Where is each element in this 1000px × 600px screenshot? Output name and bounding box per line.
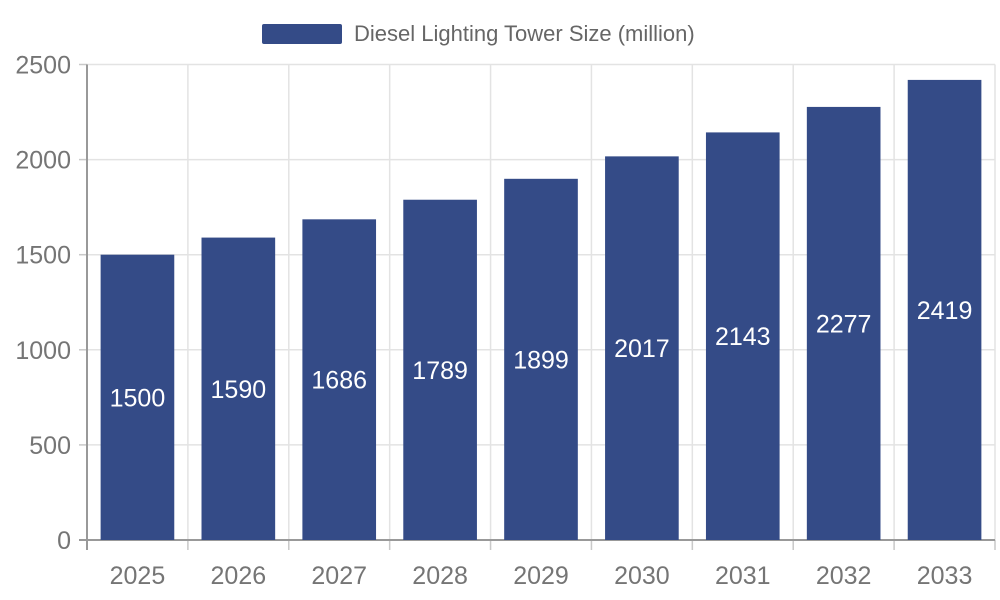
x-tick-label: 2029 <box>513 562 569 590</box>
bar-2033[interactable] <box>907 79 982 541</box>
x-tick-label: 2032 <box>816 562 872 590</box>
y-tick-label: 2000 <box>15 147 71 175</box>
y-axis-labels: 0 500 1000 1500 2000 2500 <box>15 52 71 556</box>
x-tick-label: 2030 <box>614 562 670 590</box>
x-tick-label: 2031 <box>715 562 771 590</box>
y-tick-label: 0 <box>57 527 71 555</box>
bar-2032[interactable] <box>806 106 881 540</box>
bar-2027[interactable] <box>302 219 377 540</box>
y-tick-label: 1000 <box>15 337 71 365</box>
y-tick-label: 2500 <box>15 52 71 80</box>
x-tick-label: 2025 <box>110 562 166 590</box>
legend[interactable]: Diesel Lighting Tower Size (million) <box>262 21 695 46</box>
legend-swatch[interactable] <box>262 24 342 44</box>
bar-value-label: 1686 <box>311 367 367 395</box>
x-axis-labels: 2025 2026 2027 2028 2029 2030 2031 2032 2033 <box>110 562 973 590</box>
bar-value-label: 2277 <box>816 310 872 338</box>
bar-2031[interactable] <box>705 132 780 540</box>
x-tick-label: 2027 <box>311 562 367 590</box>
bar-value-label: 2017 <box>614 335 670 363</box>
x-tick-label: 2033 <box>917 562 973 590</box>
bar-series <box>100 79 982 541</box>
bar-value-label: 1500 <box>110 384 166 412</box>
bar-2030[interactable] <box>605 156 679 541</box>
bar-2029[interactable] <box>504 178 578 541</box>
y-tick-label: 1500 <box>15 242 71 270</box>
bar-value-label: 1789 <box>412 357 468 385</box>
bar-2028[interactable] <box>403 199 477 541</box>
x-tick-label: 2026 <box>211 562 267 590</box>
bar-value-label: 2419 <box>917 297 973 325</box>
legend-label[interactable]: Diesel Lighting Tower Size (million) <box>354 21 695 46</box>
bar-value-label: 1590 <box>211 376 267 404</box>
data-labels: 1500 1590 1686 1789 1899 2017 2143 2277 2419 <box>110 297 973 412</box>
bar-value-label: 1899 <box>513 346 569 374</box>
bar-2026[interactable] <box>201 237 276 540</box>
x-tick-label: 2028 <box>412 562 468 590</box>
bar-value-label: 2143 <box>715 323 771 351</box>
y-tick-label: 500 <box>29 432 71 460</box>
bar-2025[interactable] <box>100 254 175 540</box>
